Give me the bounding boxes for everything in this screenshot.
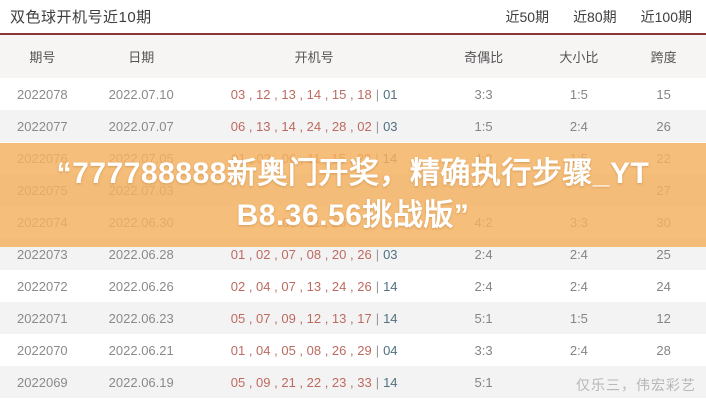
- column-header-date: 日期: [128, 50, 155, 65]
- cell-date: 2022.07.10: [108, 86, 174, 102]
- cell-odd-even: 3:3: [474, 342, 493, 358]
- cell-date: 2022.06.28: [108, 246, 174, 262]
- cell-odd-even: 3:3: [474, 86, 493, 102]
- cell-span: 15: [656, 86, 671, 102]
- red-balls: 01 , 04 , 05 , 08 , 26 , 29: [230, 342, 372, 358]
- cell-date: 2022.06.26: [108, 278, 174, 294]
- red-balls: 06 , 13 , 14 , 24 , 28 , 02: [230, 118, 372, 134]
- ball-divider: |: [375, 310, 380, 326]
- table-row: 2022077 2022.07.07 06 , 13 , 14 , 24 , 2…: [0, 110, 706, 142]
- blue-ball: 01: [383, 86, 398, 102]
- cell-numbers: 01 , 02 , 07 , 08 , 20 , 26 | 03: [198, 247, 431, 262]
- blue-ball: 14: [383, 374, 398, 390]
- cell-date: 2022.06.19: [108, 374, 174, 390]
- blue-ball: 14: [383, 278, 398, 294]
- promo-overlay-text-line1: “777788888新奥门开奖，精确执行步骤_YT: [56, 157, 650, 190]
- cell-issue: 2022071: [17, 310, 68, 326]
- tab-recent-80[interactable]: 近80期: [573, 8, 617, 25]
- cell-span: 25: [656, 246, 671, 262]
- blue-ball: 03: [383, 118, 398, 134]
- column-header-big-small: 大小比: [559, 50, 599, 65]
- cell-odd-even: 2:4: [474, 278, 493, 294]
- cell-issue: 2022077: [17, 118, 68, 134]
- table-header: 期号 日期 开机号 奇偶比 大小比 跨度: [0, 35, 706, 78]
- ball-divider: |: [375, 246, 380, 262]
- ball-divider: |: [375, 278, 380, 294]
- tab-recent-100[interactable]: 近100期: [640, 8, 692, 25]
- cell-span: 24: [656, 278, 671, 294]
- ball-divider: |: [375, 118, 380, 134]
- red-balls: 02 , 04 , 07 , 13 , 24 , 26: [230, 278, 372, 294]
- cell-date: 2022.06.23: [108, 310, 174, 326]
- cell-numbers: 02 , 04 , 07 , 13 , 24 , 26 | 14: [198, 279, 431, 294]
- blue-ball: 04: [383, 342, 398, 358]
- cell-date: 2022.06.21: [108, 342, 174, 358]
- cell-date: 2022.07.07: [108, 118, 174, 134]
- blue-ball: 03: [383, 246, 398, 262]
- cell-numbers: 06 , 13 , 14 , 24 , 28 , 02 | 03: [198, 119, 431, 134]
- red-balls: 05 , 09 , 21 , 22 , 23 , 33: [230, 374, 372, 390]
- column-header-issue: 期号: [29, 50, 56, 65]
- cell-odd-even: 5:1: [474, 374, 493, 390]
- cell-big-small: 2:4: [569, 278, 588, 294]
- column-header-numbers: 开机号: [294, 50, 334, 65]
- cell-issue: 2022073: [17, 246, 68, 262]
- red-balls: 05 , 07 , 09 , 12 , 13 , 17: [230, 310, 372, 326]
- cell-big-small: 2:4: [569, 246, 588, 262]
- table-row: 2022071 2022.06.23 05 , 07 , 09 , 12 , 1…: [0, 302, 706, 334]
- cell-numbers: 01 , 04 , 05 , 08 , 26 , 29 | 04: [198, 343, 431, 358]
- cell-odd-even: 5:1: [474, 310, 493, 326]
- table-row: 2022069 2022.06.19 05 , 09 , 21 , 22 , 2…: [0, 366, 706, 398]
- cell-span: 26: [656, 118, 671, 134]
- promo-overlay: “777788888新奥门开奖，精确执行步骤_YT B8.36.56挑战版”: [0, 143, 706, 247]
- cell-numbers: 05 , 07 , 09 , 12 , 13 , 17 | 14: [198, 311, 431, 326]
- table-row: 2022072 2022.06.26 02 , 04 , 07 , 13 , 2…: [0, 270, 706, 302]
- cell-issue: 2022070: [17, 342, 68, 358]
- tab-recent-50[interactable]: 近50期: [505, 8, 550, 25]
- cell-odd-even: 2:4: [474, 246, 493, 262]
- cell-issue: 2022078: [17, 86, 68, 102]
- page-title: 双色球开机号近10期: [10, 9, 152, 26]
- cell-issue: 2022072: [17, 278, 68, 294]
- cell-big-small: 2:4: [569, 118, 588, 134]
- cell-numbers: 03 , 12 , 13 , 14 , 15 , 18 | 01: [198, 87, 431, 102]
- red-balls: 01 , 02 , 07 , 08 , 20 , 26: [230, 246, 372, 262]
- cell-span: 12: [656, 310, 671, 326]
- column-header-span: 跨度: [650, 50, 677, 65]
- site-watermark: 仅乐三，伟宏彩艺: [576, 377, 696, 393]
- red-balls: 03 , 12 , 13 , 14 , 15 , 18: [230, 86, 372, 102]
- panel-header: 双色球开机号近10期 近50期 近80期 近100期: [0, 0, 706, 35]
- period-tabs: 近50期 近80期 近100期: [505, 7, 692, 27]
- promo-overlay-text-line2: B8.36.56挑战版”: [236, 199, 470, 232]
- cell-odd-even: 1:5: [474, 118, 493, 134]
- table-row: 2022070 2022.06.21 01 , 04 , 05 , 08 , 2…: [0, 334, 706, 366]
- cell-span: 28: [656, 342, 671, 358]
- blue-ball: 14: [383, 310, 398, 326]
- cell-big-small: 1:5: [569, 310, 588, 326]
- ball-divider: |: [375, 86, 380, 102]
- column-header-odd-even: 奇偶比: [464, 50, 504, 65]
- cell-numbers: 05 , 09 , 21 , 22 , 23 , 33 | 14: [198, 375, 431, 390]
- table-row: 2022078 2022.07.10 03 , 12 , 13 , 14 , 1…: [0, 78, 706, 110]
- cell-big-small: 1:5: [569, 86, 588, 102]
- ball-divider: |: [375, 342, 380, 358]
- ball-divider: |: [375, 374, 380, 390]
- cell-big-small: 2:4: [569, 342, 588, 358]
- cell-issue: 2022069: [17, 374, 68, 390]
